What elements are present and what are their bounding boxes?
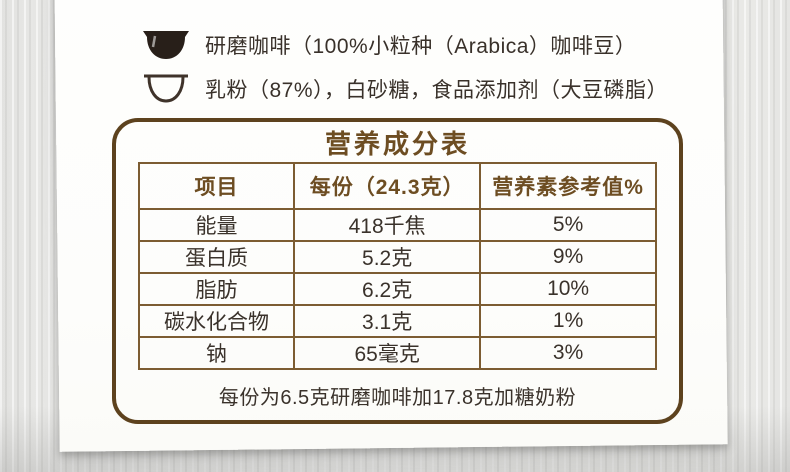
list-item: 乳粉（87%），白砂糖，食品添加剂（大豆磷脂）: [142, 67, 668, 111]
cell-nrv: 5%: [479, 208, 657, 242]
cell-nrv: 3%: [479, 336, 657, 370]
cell-per-serving: 65毫克: [293, 336, 482, 370]
table-row: 钠 65毫克 3%: [137, 336, 657, 370]
ingredient-text: 乳粉（87%），白砂糖，食品添加剂（大豆磷脂）: [205, 79, 669, 102]
ingredients-list: 研磨咖啡（100%小粒种（Arabica）咖啡豆） 乳粉（87%），白砂糖，食品…: [142, 23, 668, 111]
nutrition-table-title: 营养成分表: [324, 129, 470, 159]
table-row: 碳水化合物 3.1克 1%: [137, 304, 657, 338]
table-row: 脂肪 6.2克 10%: [137, 272, 657, 306]
cell-item: 能量: [137, 208, 296, 242]
table-header-row: 项目 每份（24.3克） 营养素参考值%: [137, 162, 657, 210]
capsule-filled-icon: [143, 31, 189, 59]
cell-per-serving: 3.1克: [293, 304, 482, 338]
column-header-nrv: 营养素参考值%: [479, 162, 657, 210]
cell-per-serving: 5.2克: [293, 240, 482, 274]
ingredient-text: 研磨咖啡（100%小粒种（Arabica）咖啡豆）: [205, 35, 637, 58]
nutrition-facts-panel: 营养成分表 项目 每份（24.3克） 营养素参考值% 能量 418千焦: [112, 118, 683, 424]
list-item: 研磨咖啡（100%小粒种（Arabica）咖啡豆）: [142, 23, 668, 67]
table-row: 能量 418千焦 5%: [137, 208, 657, 242]
cell-nrv: 10%: [479, 272, 657, 306]
nutrition-table: 项目 每份（24.3克） 营养素参考值% 能量 418千焦 5% 蛋白质 5.2…: [137, 162, 657, 370]
column-header-item: 项目: [137, 162, 296, 210]
cell-item: 蛋白质: [137, 240, 296, 274]
cell-nrv: 1%: [479, 304, 657, 338]
cell-item: 钠: [137, 336, 296, 370]
column-header-per-serving: 每份（24.3克）: [293, 162, 482, 210]
cell-per-serving: 418千焦: [293, 208, 482, 242]
table-row: 蛋白质 5.2克 9%: [137, 240, 657, 274]
serving-footnote: 每份为6.5克研磨咖啡加17.8克加糖奶粉: [218, 386, 577, 409]
cell-per-serving: 6.2克: [293, 272, 482, 306]
cell-item: 脂肪: [137, 272, 296, 306]
cell-nrv: 9%: [479, 240, 657, 274]
cell-item: 碳水化合物: [137, 304, 296, 338]
capsule-outline-icon: [144, 74, 188, 103]
